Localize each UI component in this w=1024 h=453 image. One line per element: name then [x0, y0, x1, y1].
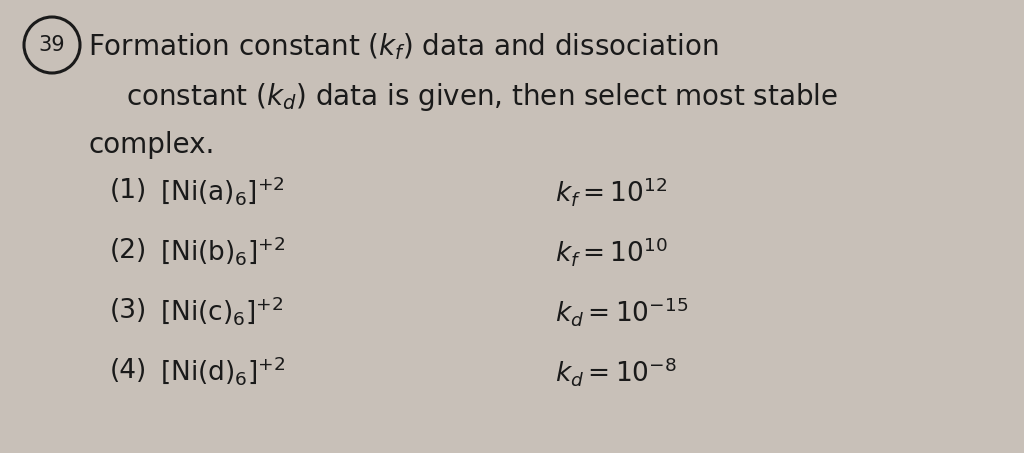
Text: Formation constant ($k_f$) data and dissociation: Formation constant ($k_f$) data and diss…: [88, 31, 719, 62]
Text: $k_f = 10^{12}$: $k_f = 10^{12}$: [555, 174, 668, 207]
Text: complex.: complex.: [88, 131, 214, 159]
Text: constant ($k_d$) data is given, then select most stable: constant ($k_d$) data is given, then sel…: [126, 81, 838, 113]
Text: (1): (1): [110, 178, 147, 204]
Text: 39: 39: [39, 35, 66, 55]
Text: $[\mathrm{Ni(c)_6}]^{+2}$: $[\mathrm{Ni(c)_6}]^{+2}$: [160, 295, 284, 327]
Text: (3): (3): [110, 298, 147, 324]
Text: $[\mathrm{Ni(b)_6}]^{+2}$: $[\mathrm{Ni(b)_6}]^{+2}$: [160, 235, 286, 267]
Text: $[\mathrm{Ni(d)_6}]^{+2}$: $[\mathrm{Ni(d)_6}]^{+2}$: [160, 355, 286, 387]
Text: $k_d = 10^{-8}$: $k_d = 10^{-8}$: [555, 355, 677, 387]
Text: (2): (2): [110, 238, 147, 264]
Text: $k_d = 10^{-15}$: $k_d = 10^{-15}$: [555, 294, 688, 328]
Text: $[\mathrm{Ni(a)_6}]^{+2}$: $[\mathrm{Ni(a)_6}]^{+2}$: [160, 175, 285, 207]
Text: $k_f = 10^{10}$: $k_f = 10^{10}$: [555, 235, 668, 268]
Text: (4): (4): [110, 358, 147, 384]
